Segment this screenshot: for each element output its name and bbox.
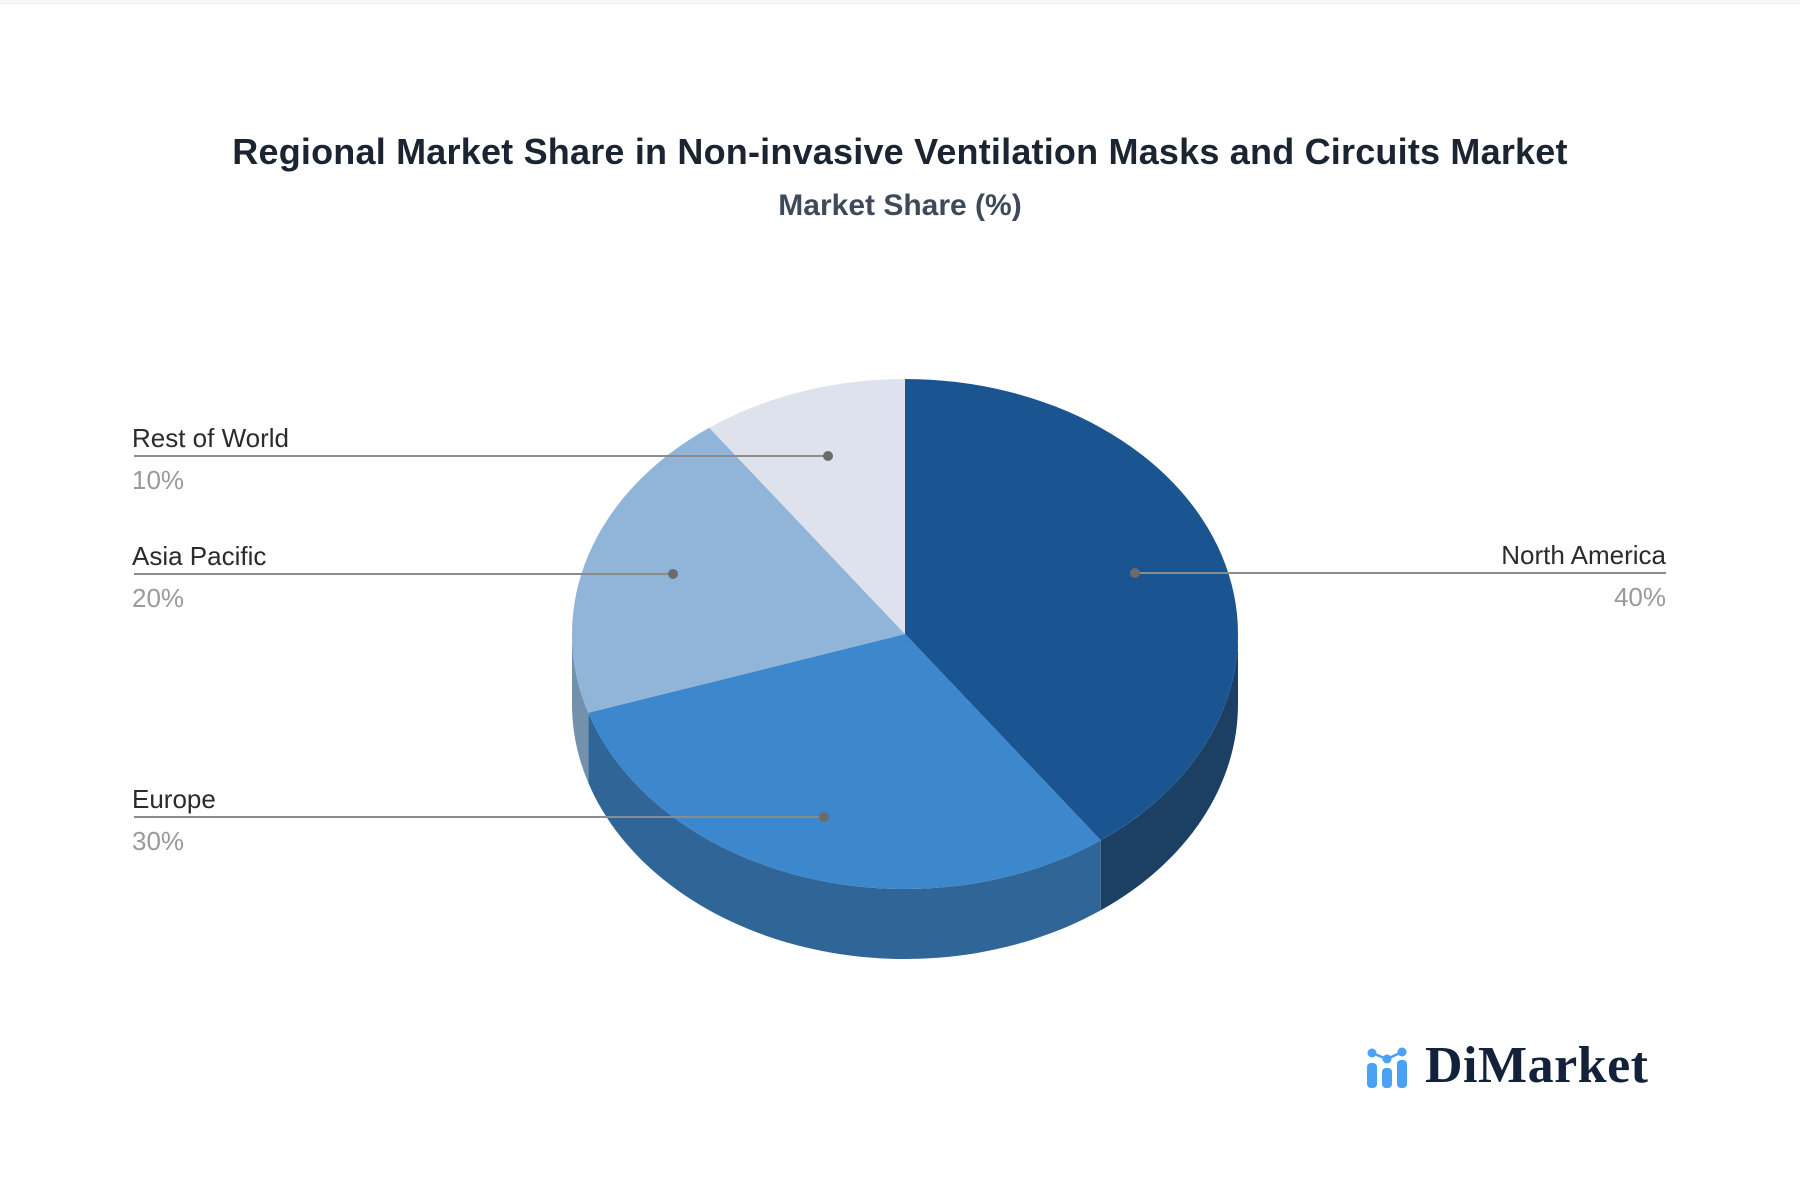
top-accent-bar bbox=[0, 0, 1800, 4]
slice-label-rest-of-world: Rest of World bbox=[132, 423, 290, 453]
slice-label-north-america: North America bbox=[1501, 540, 1666, 570]
slice-value-north-america: 40% bbox=[1613, 582, 1666, 612]
leader-dot-north-america bbox=[1130, 568, 1140, 578]
chart-title: Regional Market Share in Non-invasive Ve… bbox=[232, 131, 1568, 172]
leader-dot-rest-of-world bbox=[823, 451, 833, 461]
pie-slice-europe bbox=[588, 634, 1101, 890]
slice-label-europe: Europe bbox=[132, 784, 216, 814]
slice-value-europe: 30% bbox=[132, 826, 185, 856]
leader-dot-europe bbox=[819, 812, 829, 822]
chart-subtitle: Market Share (%) bbox=[778, 189, 1022, 222]
pie-slice-north-america bbox=[905, 379, 1239, 841]
slice-value-asia-pacific: 20% bbox=[132, 583, 185, 613]
slice-label-asia-pacific: Asia Pacific bbox=[132, 541, 267, 571]
leader-dot-asia-pacific bbox=[668, 569, 678, 579]
pie-slice-side-north-america bbox=[1100, 634, 1238, 911]
brand-logo-icon bbox=[1367, 1047, 1407, 1088]
pie-slice-rest-of-world bbox=[709, 379, 905, 634]
slice-value-rest-of-world: 10% bbox=[132, 465, 185, 495]
pie-slice-asia-pacific bbox=[571, 427, 905, 713]
pie-slice-side-europe bbox=[588, 712, 1101, 959]
brand-logo: DiMarket bbox=[1365, 1037, 1649, 1094]
brand-logo-text: DiMarket bbox=[1425, 1037, 1649, 1094]
pie-slice-side-asia-pacific bbox=[572, 634, 589, 783]
